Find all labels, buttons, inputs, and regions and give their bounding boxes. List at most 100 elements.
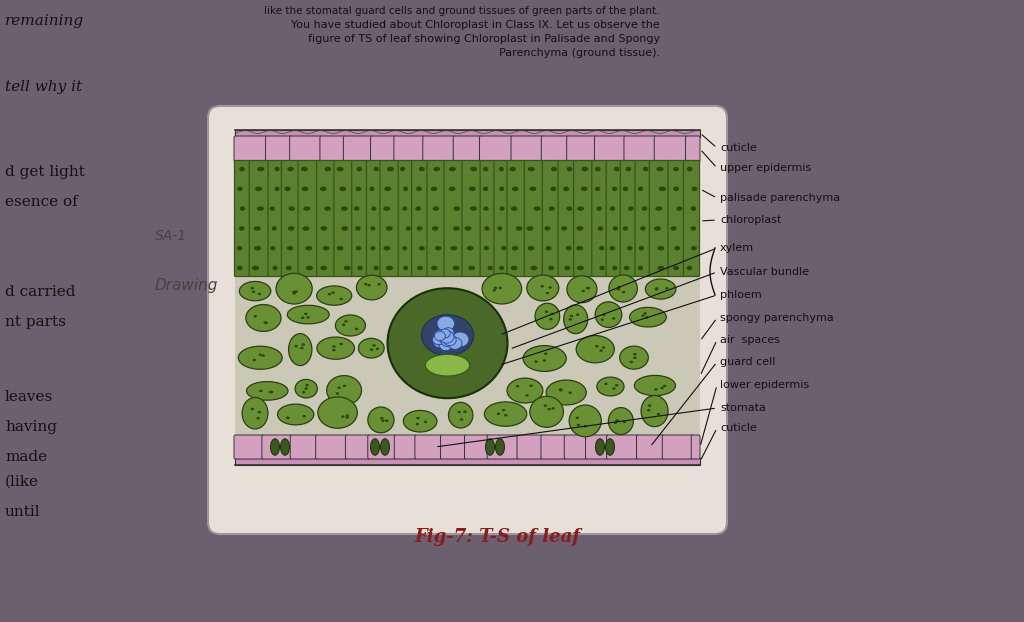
Ellipse shape xyxy=(494,287,497,289)
Ellipse shape xyxy=(257,207,264,211)
Ellipse shape xyxy=(546,246,552,251)
Text: d get light: d get light xyxy=(5,165,85,179)
Ellipse shape xyxy=(647,409,650,411)
Ellipse shape xyxy=(293,292,296,295)
Ellipse shape xyxy=(657,246,665,251)
FancyBboxPatch shape xyxy=(462,160,481,277)
Ellipse shape xyxy=(323,246,330,251)
Ellipse shape xyxy=(623,420,627,423)
Ellipse shape xyxy=(545,226,551,231)
Ellipse shape xyxy=(458,411,461,414)
Ellipse shape xyxy=(566,207,572,211)
Ellipse shape xyxy=(567,276,597,303)
Ellipse shape xyxy=(543,360,546,362)
FancyBboxPatch shape xyxy=(315,435,347,459)
Ellipse shape xyxy=(303,207,310,211)
Ellipse shape xyxy=(374,167,379,171)
Ellipse shape xyxy=(566,167,572,171)
Ellipse shape xyxy=(286,266,292,270)
FancyBboxPatch shape xyxy=(234,435,264,459)
Ellipse shape xyxy=(252,266,259,270)
Ellipse shape xyxy=(627,246,633,251)
FancyBboxPatch shape xyxy=(624,136,656,162)
FancyBboxPatch shape xyxy=(564,435,588,459)
Ellipse shape xyxy=(666,287,669,289)
Ellipse shape xyxy=(512,246,518,251)
Ellipse shape xyxy=(325,207,331,211)
Ellipse shape xyxy=(469,187,476,191)
Ellipse shape xyxy=(439,333,452,344)
FancyBboxPatch shape xyxy=(345,435,370,459)
Ellipse shape xyxy=(449,167,456,171)
Ellipse shape xyxy=(535,303,560,330)
Ellipse shape xyxy=(544,353,548,355)
Ellipse shape xyxy=(416,417,420,419)
Ellipse shape xyxy=(378,283,381,285)
Ellipse shape xyxy=(616,288,621,290)
Ellipse shape xyxy=(496,439,505,455)
Ellipse shape xyxy=(301,343,305,346)
Ellipse shape xyxy=(673,167,679,171)
FancyBboxPatch shape xyxy=(234,136,267,162)
Ellipse shape xyxy=(400,167,406,171)
Ellipse shape xyxy=(264,322,268,324)
FancyBboxPatch shape xyxy=(394,136,425,162)
Ellipse shape xyxy=(504,414,508,417)
Ellipse shape xyxy=(251,408,254,411)
Ellipse shape xyxy=(246,305,281,332)
Ellipse shape xyxy=(437,332,454,345)
FancyBboxPatch shape xyxy=(368,435,396,459)
Text: SA-1: SA-1 xyxy=(155,229,187,243)
FancyBboxPatch shape xyxy=(517,435,543,459)
Ellipse shape xyxy=(387,288,508,398)
Ellipse shape xyxy=(597,377,624,396)
Ellipse shape xyxy=(656,167,664,171)
Ellipse shape xyxy=(242,397,268,429)
Ellipse shape xyxy=(641,314,645,317)
Ellipse shape xyxy=(577,246,583,251)
Ellipse shape xyxy=(237,246,243,251)
Text: spongy parenchyma: spongy parenchyma xyxy=(720,313,834,323)
Ellipse shape xyxy=(549,286,552,289)
Ellipse shape xyxy=(551,167,557,171)
Ellipse shape xyxy=(385,419,388,422)
Text: Fig-7: T-S of leaf: Fig-7: T-S of leaf xyxy=(415,528,581,546)
Ellipse shape xyxy=(276,274,312,304)
Ellipse shape xyxy=(253,359,256,361)
Ellipse shape xyxy=(483,246,488,251)
Ellipse shape xyxy=(417,226,423,231)
Text: having: having xyxy=(5,420,57,434)
Ellipse shape xyxy=(247,381,288,400)
Ellipse shape xyxy=(578,207,584,211)
Ellipse shape xyxy=(598,226,603,231)
Ellipse shape xyxy=(601,318,604,321)
Ellipse shape xyxy=(500,187,504,191)
Ellipse shape xyxy=(673,187,679,191)
Ellipse shape xyxy=(422,315,473,356)
Ellipse shape xyxy=(368,407,394,433)
Ellipse shape xyxy=(563,305,588,333)
Ellipse shape xyxy=(673,266,679,270)
Ellipse shape xyxy=(357,266,362,270)
FancyBboxPatch shape xyxy=(343,136,373,162)
Ellipse shape xyxy=(419,167,425,171)
FancyBboxPatch shape xyxy=(654,136,687,162)
Ellipse shape xyxy=(317,397,357,429)
FancyBboxPatch shape xyxy=(511,136,544,162)
Ellipse shape xyxy=(274,187,280,191)
Ellipse shape xyxy=(548,266,554,270)
Ellipse shape xyxy=(365,283,368,285)
Ellipse shape xyxy=(497,412,501,415)
Ellipse shape xyxy=(687,266,692,270)
Ellipse shape xyxy=(270,439,280,455)
Ellipse shape xyxy=(419,246,425,251)
Ellipse shape xyxy=(674,246,680,251)
Ellipse shape xyxy=(294,290,298,293)
Ellipse shape xyxy=(454,207,460,211)
Ellipse shape xyxy=(541,285,544,287)
Ellipse shape xyxy=(639,246,644,251)
Ellipse shape xyxy=(239,226,245,231)
Ellipse shape xyxy=(691,246,696,251)
FancyBboxPatch shape xyxy=(394,435,417,459)
Ellipse shape xyxy=(612,388,615,390)
